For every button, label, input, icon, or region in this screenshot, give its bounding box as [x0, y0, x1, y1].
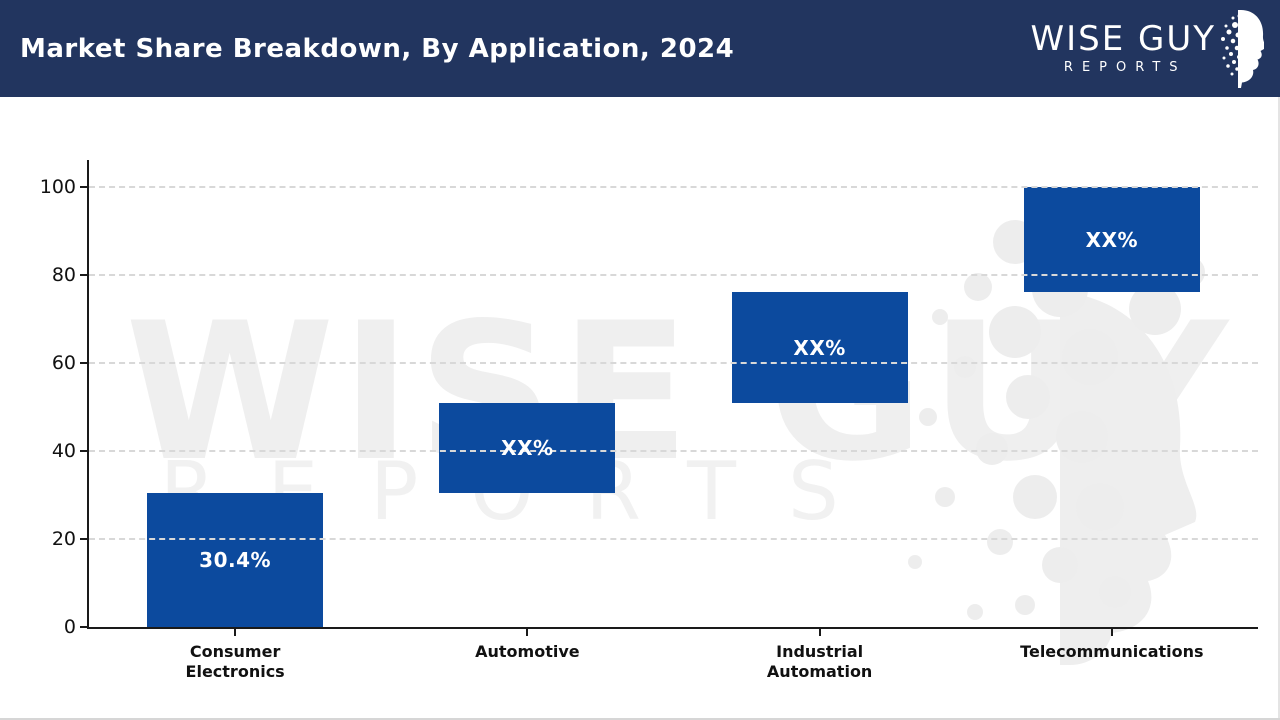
gridline-100 — [89, 186, 1258, 188]
x-axis-tickmark — [1110, 629, 1113, 636]
y-axis-spine — [87, 160, 89, 629]
bar-industrial-automation — [731, 292, 908, 404]
category-label-industrial-automation: Industrial Automation — [766, 642, 873, 681]
wise-guy-logo: WISE GUY REPORTS — [1030, 8, 1264, 90]
gridline-80 — [89, 274, 1258, 276]
gridline-40 — [89, 450, 1258, 452]
logo-face-icon — [1221, 9, 1264, 88]
x-axis-tickmark — [526, 629, 529, 636]
y-axis-tickmark — [80, 362, 89, 364]
bar-label-industrial-automation: XX% — [793, 335, 846, 360]
y-axis-tickmark — [80, 186, 89, 188]
category-label-automotive: Automotive — [475, 642, 580, 661]
y-axis-tick-label: 20 — [51, 528, 76, 550]
y-axis-tick-label: 0 — [63, 616, 76, 638]
category-label-telecommunications: Telecommunications — [1020, 642, 1204, 661]
x-axis-tickmark — [234, 629, 237, 636]
x-axis-spine — [87, 627, 1258, 629]
chart-area: WISE GUY REPORTS 02040608010030.4%Consum… — [0, 97, 1280, 720]
category-label-consumer-electronics: Consumer Electronics — [185, 642, 285, 681]
x-axis-tickmark — [818, 629, 821, 636]
page-title: Market Share Breakdown, By Application, … — [20, 33, 735, 64]
y-axis-tickmark — [80, 538, 89, 540]
y-axis-tickmark — [80, 450, 89, 452]
header-bar: Market Share Breakdown, By Application, … — [0, 0, 1280, 97]
y-axis-tick-label: 80 — [51, 264, 76, 286]
bar-consumer-electronics — [147, 493, 324, 627]
y-axis-tick-label: 100 — [39, 176, 76, 198]
logo-subtitle: REPORTS — [1063, 60, 1187, 75]
logo-text: WISE GUY REPORTS — [1030, 22, 1216, 75]
y-axis-tickmark — [80, 626, 89, 628]
y-axis-tick-label: 40 — [51, 440, 76, 462]
y-axis-tick-label: 60 — [51, 352, 76, 374]
gridline-20 — [89, 538, 1258, 540]
y-axis-tickmark — [80, 274, 89, 276]
bar-label-consumer-electronics: 30.4% — [199, 548, 272, 573]
bar-label-automotive: XX% — [501, 436, 554, 461]
bar-label-telecommunications: XX% — [1085, 227, 1139, 252]
logo-wordmark: WISE GUY — [1030, 19, 1216, 59]
bar-automotive — [439, 403, 616, 494]
gridline-60 — [89, 362, 1258, 364]
